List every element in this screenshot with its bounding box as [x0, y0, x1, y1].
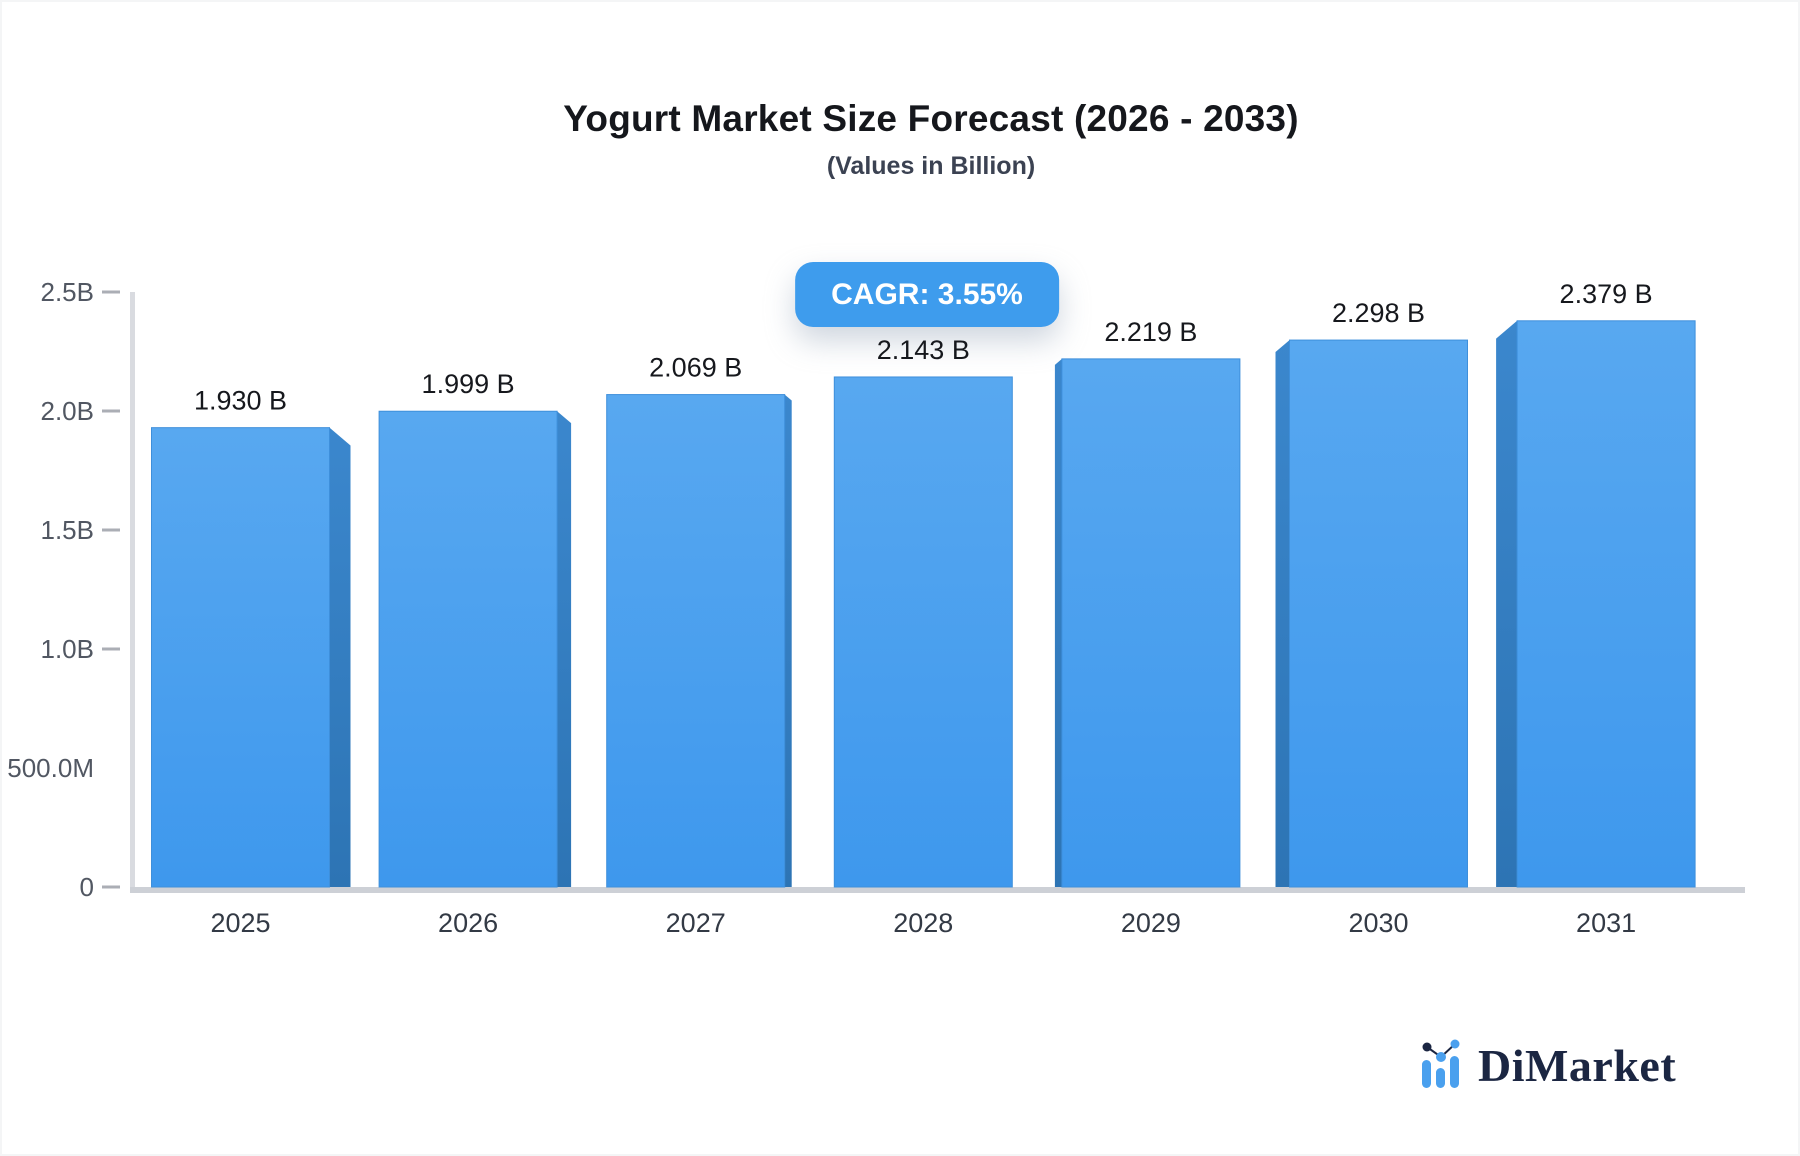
y-axis-label: 500.0M — [7, 753, 94, 783]
bar-value-label: 2.069 B — [649, 353, 742, 383]
bar-2026 — [378, 410, 558, 888]
x-axis-label: 2030 — [1348, 908, 1408, 938]
bar-value-label: 2.298 B — [1332, 298, 1425, 328]
x-axis-label: 2031 — [1576, 908, 1636, 938]
bar-2031 — [1516, 320, 1696, 888]
x-axis-label: 2025 — [210, 908, 270, 938]
logo-dot — [1450, 1039, 1460, 1049]
logo-bar — [1422, 1060, 1431, 1088]
y-axis-label: 1.5B — [41, 515, 95, 545]
y-axis-label: 2.5B — [41, 277, 95, 307]
bar-2027 — [606, 394, 786, 888]
y-axis-line — [130, 292, 135, 887]
y-axis-tick — [102, 647, 120, 651]
y-axis-tick — [102, 528, 120, 532]
bar-value-label: 2.379 B — [1560, 279, 1653, 309]
x-axis-label: 2028 — [893, 908, 953, 938]
labels-layer: 1.930 B 2025 1.999 B 2026 2.069 B 2027 2.143 B… — [194, 279, 1653, 938]
bar-2025 — [151, 427, 330, 888]
brand-logo: DiMarket — [1422, 1038, 1676, 1092]
bar-line-chart-icon — [1422, 1039, 1460, 1088]
bar-value-label: 1.930 B — [194, 386, 287, 416]
logo-dot — [1436, 1052, 1446, 1062]
bar-side-2026 — [557, 411, 572, 887]
y-axis-label: 1.0B — [41, 634, 95, 664]
bar-side-2030 — [1275, 340, 1290, 887]
chart-title: Yogurt Market Size Forecast (2026 - 2033… — [563, 98, 1299, 139]
y-axis-tick — [102, 409, 120, 413]
cagr-badge: CAGR: 3.55% — [795, 262, 1059, 327]
x-axis-label: 2026 — [438, 908, 498, 938]
bar-value-label: 2.143 B — [877, 335, 970, 365]
bar-value-label: 2.219 B — [1104, 317, 1197, 347]
axis-layer: 2.5B 2.0B 1.5B 1.0B 500.0M 0 — [7, 277, 1745, 902]
bar-2030 — [1289, 339, 1468, 888]
y-axis-label: 2.0B — [41, 396, 95, 426]
bar-2029 — [1061, 358, 1241, 888]
logo-dot — [1422, 1042, 1432, 1052]
bar-side-2027 — [784, 394, 792, 887]
logo-bar — [1436, 1068, 1445, 1088]
x-axis-baseline — [130, 887, 1745, 893]
y-axis-label: 0 — [80, 872, 94, 902]
bar-side-2025 — [329, 427, 351, 887]
bar-value-label: 1.999 B — [422, 369, 515, 399]
brand-logo-text: DiMarket — [1478, 1040, 1677, 1091]
chart-subtitle: (Values in Billion) — [826, 152, 1036, 180]
logo-bar — [1450, 1056, 1459, 1088]
y-axis-tick — [102, 885, 120, 889]
bars-layer — [151, 320, 1696, 888]
bar-side-2031 — [1496, 320, 1518, 888]
x-axis-label: 2029 — [1121, 908, 1181, 938]
y-axis-tick — [102, 290, 120, 294]
bar-2028 — [833, 376, 1013, 888]
bar-side-2029 — [1054, 358, 1062, 887]
x-axis-label: 2027 — [666, 908, 726, 938]
